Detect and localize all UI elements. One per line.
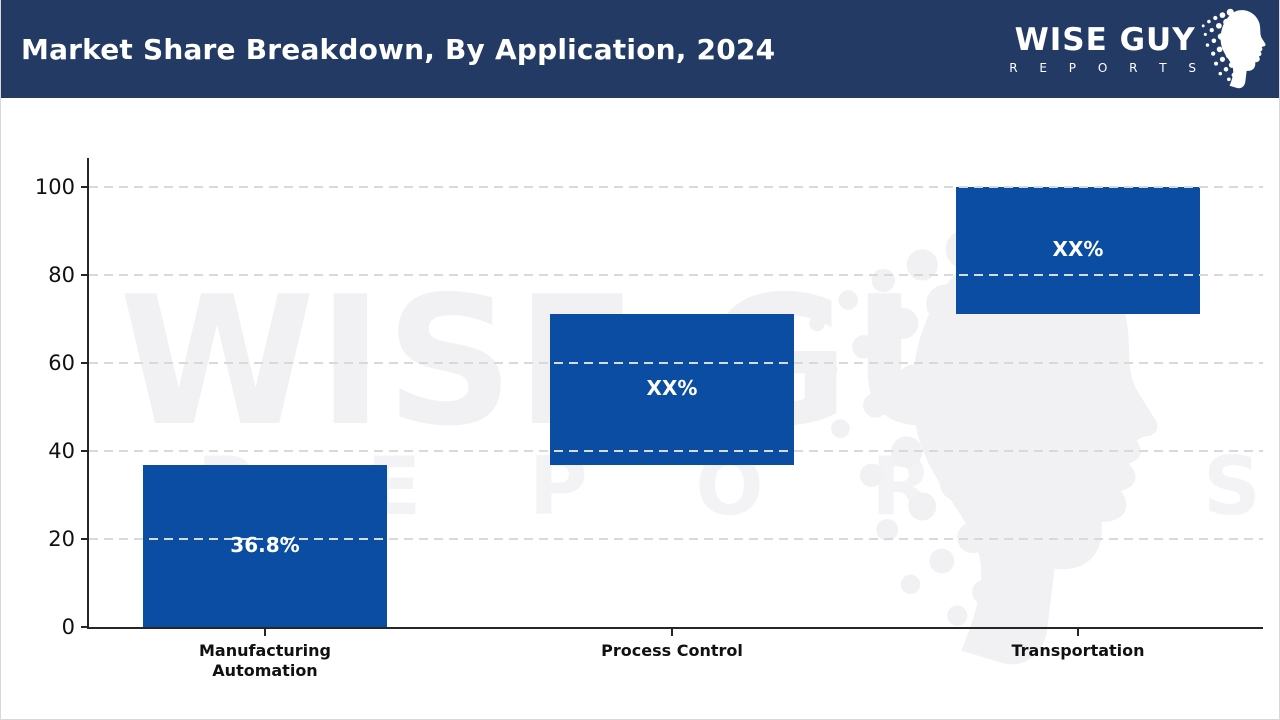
y-tick-label: 100 (34, 175, 75, 199)
x-tick (1077, 629, 1079, 636)
header-bar: Market Share Breakdown, By Application, … (1, 0, 1279, 98)
y-tick (81, 362, 89, 364)
gridline (89, 186, 1263, 188)
bar (956, 187, 1200, 314)
x-category-label: Manufacturing Automation (199, 641, 331, 680)
x-category-label: Process Control (601, 641, 743, 660)
bar (143, 465, 387, 627)
wise-guy-reports-logo: WISE GUY R E P O R T S (1005, 8, 1267, 90)
bar (550, 313, 794, 466)
gridline (89, 538, 1263, 540)
y-tick (81, 626, 89, 628)
bar-value-label: XX% (646, 376, 698, 401)
y-tick-label: 60 (48, 351, 75, 375)
bar-value-label: XX% (1052, 237, 1104, 262)
gridline (89, 450, 1263, 452)
y-tick (81, 274, 89, 276)
logo-wordmark: WISE GUY (1014, 21, 1196, 58)
x-category-label: Transportation (1011, 641, 1145, 660)
gridline (89, 274, 1263, 276)
page-title: Market Share Breakdown, By Application, … (21, 32, 776, 66)
logo-subtitle: R E P O R T S (1009, 60, 1205, 75)
logo-text: WISE GUY R E P O R T S (1005, 21, 1205, 75)
y-axis (87, 158, 89, 629)
x-tick (671, 629, 673, 636)
y-tick-label: 20 (48, 527, 75, 551)
logo-face-icon (1201, 8, 1266, 89)
y-tick (81, 450, 89, 452)
y-tick-label: 80 (48, 263, 75, 287)
y-tick-label: 40 (48, 439, 75, 463)
chart-area: WISE GUY R E P O R T S 02040608010036.8%… (1, 98, 1279, 719)
gridline (89, 362, 1263, 364)
x-tick (264, 629, 266, 636)
y-tick (81, 186, 89, 188)
bar-value-label: 36.8% (230, 533, 300, 558)
x-axis (87, 627, 1263, 629)
y-tick (81, 538, 89, 540)
y-tick-label: 0 (61, 615, 75, 639)
